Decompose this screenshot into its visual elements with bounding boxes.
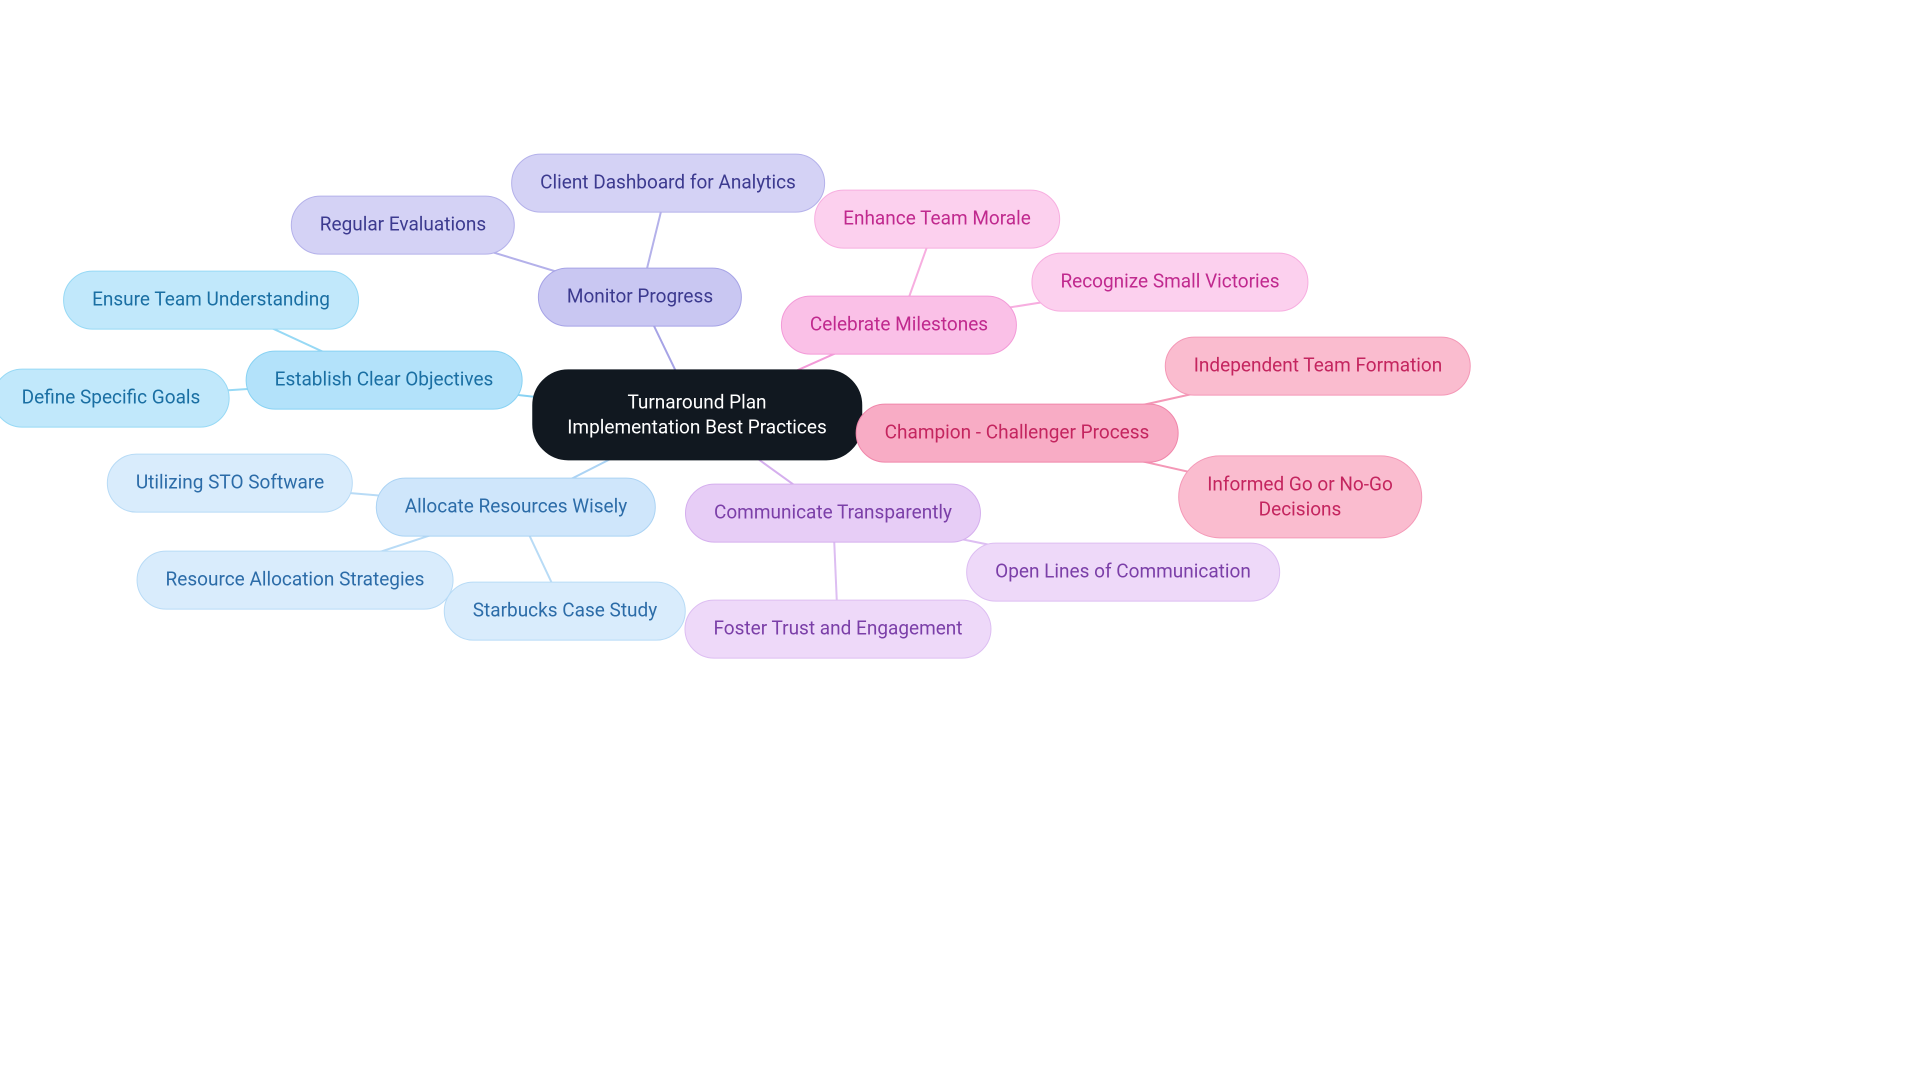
node-objectives[interactable]: Establish Clear Objectives [246, 351, 523, 410]
node-mile-morale[interactable]: Enhance Team Morale [814, 190, 1060, 249]
node-obj-team[interactable]: Ensure Team Understanding [63, 271, 359, 330]
node-alloc-starbucks[interactable]: Starbucks Case Study [444, 582, 686, 641]
node-monitor-dash[interactable]: Client Dashboard for Analytics [511, 154, 825, 213]
node-champ-team[interactable]: Independent Team Formation [1165, 337, 1471, 396]
node-alloc-strat[interactable]: Resource Allocation Strategies [137, 551, 454, 610]
node-comm-trust[interactable]: Foster Trust and Engagement [684, 600, 991, 659]
node-communicate[interactable]: Communicate Transparently [685, 484, 981, 543]
node-monitor[interactable]: Monitor Progress [538, 268, 742, 327]
node-milestones[interactable]: Celebrate Milestones [781, 296, 1017, 355]
node-allocate[interactable]: Allocate Resources Wisely [376, 478, 656, 537]
node-alloc-sto[interactable]: Utilizing STO Software [107, 454, 353, 513]
node-comm-open[interactable]: Open Lines of Communication [966, 543, 1280, 602]
edge-layer [0, 0, 1920, 1083]
node-obj-goals[interactable]: Define Specific Goals [0, 369, 229, 428]
center-node[interactable]: Turnaround Plan Implementation Best Prac… [532, 369, 862, 460]
node-mile-victories[interactable]: Recognize Small Victories [1031, 253, 1308, 312]
node-champion[interactable]: Champion - Challenger Process [856, 404, 1179, 463]
node-champ-gonogo[interactable]: Informed Go or No-Go Decisions [1178, 455, 1422, 538]
node-monitor-eval[interactable]: Regular Evaluations [291, 196, 515, 255]
